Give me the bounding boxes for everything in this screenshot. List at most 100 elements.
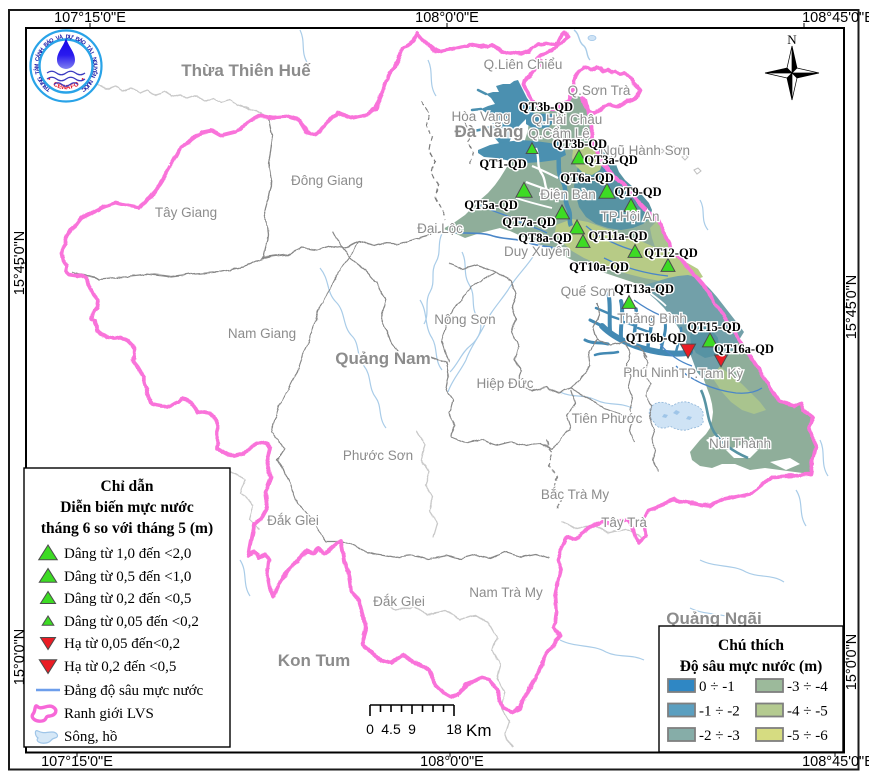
svg-text:O: O	[73, 81, 81, 90]
svg-text:QT9-QD: QT9-QD	[614, 185, 661, 199]
svg-text:Hạ từ 0,2 đến <0,5: Hạ từ 0,2 đến <0,5	[64, 659, 176, 675]
svg-text:Quảng Nam: Quảng Nam	[335, 349, 430, 368]
svg-text:G: G	[37, 75, 44, 82]
svg-text:QT12-QD: QT12-QD	[644, 246, 697, 260]
svg-text:-5 ÷ -6: -5 ÷ -6	[787, 728, 828, 744]
svg-text:QT13a-QD: QT13a-QD	[614, 282, 674, 296]
svg-text:-3 ÷ -4: -3 ÷ -4	[787, 679, 828, 695]
svg-text:Nam Trà My: Nam Trà My	[469, 585, 543, 600]
svg-text:Điện Bàn: Điện Bàn	[540, 187, 596, 202]
svg-text:V: V	[55, 35, 61, 42]
svg-text:Â: Â	[33, 67, 40, 72]
svg-text:-4 ÷ -5: -4 ÷ -5	[787, 704, 828, 720]
svg-text:Hòa Vang: Hòa Vang	[451, 109, 510, 124]
svg-text:Chú thích: Chú thích	[718, 637, 784, 654]
svg-text:Sông, hồ: Sông, hồ	[64, 729, 117, 745]
svg-text:Q.Cẩm Lệ: Q.Cẩm Lệ	[528, 126, 590, 141]
svg-text:Hiệp Đức: Hiệp Đức	[476, 376, 533, 391]
svg-text:•: •	[80, 76, 87, 83]
svg-text:Đắk Glei: Đắk Glei	[373, 594, 425, 609]
svg-text:Duy Xuyên: Duy Xuyên	[504, 244, 570, 259]
svg-text:9: 9	[408, 721, 416, 737]
svg-text:Đông Giang: Đông Giang	[291, 173, 363, 188]
svg-text:Y: Y	[91, 67, 97, 72]
svg-text:Quảng Ngãi: Quảng Ngãi	[666, 609, 761, 628]
svg-text:Hạ từ 0,05 đến<0,2: Hạ từ 0,05 đến<0,2	[64, 636, 180, 652]
svg-text:QT8a-QD: QT8a-QD	[518, 231, 571, 245]
svg-text:15°0'0"N: 15°0'0"N	[844, 634, 860, 690]
svg-text:C: C	[80, 85, 87, 92]
svg-text:R: R	[43, 83, 50, 90]
svg-text:QT3a-QD: QT3a-QD	[584, 153, 637, 167]
svg-text:N: N	[787, 32, 797, 47]
svg-text:Dâng từ 0,05 đến <0,2: Dâng từ 0,05 đến <0,2	[64, 614, 199, 630]
svg-text:Ranh giới LVS: Ranh giới LVS	[64, 706, 154, 722]
svg-text:Bắc Trà My: Bắc Trà My	[541, 487, 610, 502]
svg-text:Diễn biến mực nước: Diễn biến mực nước	[60, 499, 194, 516]
svg-text:I: I	[88, 51, 94, 55]
svg-text:Tây Trà: Tây Trà	[601, 515, 647, 530]
svg-text:QT15-QD: QT15-QD	[687, 320, 740, 334]
svg-text:Q.Liên Chiểu: Q.Liên Chiểu	[484, 57, 563, 72]
svg-text:Đà Nẵng: Đà Nẵng	[455, 121, 524, 141]
svg-text:4.5: 4.5	[381, 721, 401, 737]
svg-text:QT11a-QD: QT11a-QD	[588, 229, 647, 243]
svg-text:Chỉ dẫn: Chỉ dẫn	[101, 478, 154, 495]
svg-text:F: F	[70, 83, 76, 91]
svg-text:QT5a-QD: QT5a-QD	[464, 198, 517, 212]
svg-text:T: T	[45, 85, 52, 92]
svg-text:QT6a-QD: QT6a-QD	[560, 171, 613, 185]
svg-text:N: N	[38, 78, 45, 85]
svg-text:Ự: Ự	[68, 34, 74, 41]
svg-text:À: À	[58, 34, 63, 42]
svg-text:Dâng từ 0,2 đến <0,5: Dâng từ 0,2 đến <0,5	[64, 591, 191, 607]
svg-text:C: C	[35, 57, 42, 62]
svg-text:Đại Lộc: Đại Lộc	[417, 221, 463, 236]
svg-text:Kon Tum: Kon Tum	[278, 651, 350, 670]
svg-text:C: C	[52, 81, 60, 90]
svg-text:W: W	[60, 84, 68, 92]
svg-text:Ả: Ả	[35, 53, 43, 59]
svg-text:15°45'0"N: 15°45'0"N	[12, 231, 28, 296]
svg-text:QT3b-QD: QT3b-QD	[553, 137, 607, 151]
svg-text:O: O	[80, 39, 88, 47]
svg-text:H: H	[39, 47, 46, 54]
svg-text:QT10a-QD: QT10a-QD	[569, 260, 629, 274]
svg-text:Quế Sơn: Quế Sơn	[561, 284, 616, 299]
svg-text:QT7a-QD: QT7a-QD	[502, 215, 555, 229]
svg-text:M: M	[34, 63, 40, 68]
svg-text:N: N	[89, 73, 96, 79]
svg-text:O: O	[48, 37, 55, 45]
svg-text:-1 ÷ -2: -1 ÷ -2	[699, 704, 740, 720]
svg-text:Độ sâu mực nước (m): Độ sâu mực nước (m)	[680, 658, 823, 675]
svg-text:Tiên Phước: Tiên Phước	[572, 411, 643, 426]
svg-text:Thừa Thiên Huế: Thừa Thiên Huế	[181, 61, 311, 80]
svg-text:T: T	[84, 44, 91, 51]
svg-text:Đẳng độ sâu mực nước: Đẳng độ sâu mực nước	[64, 683, 204, 699]
svg-text:À: À	[86, 46, 94, 53]
svg-text:QT16b-QD: QT16b-QD	[626, 331, 686, 345]
svg-text:108°0'0"E: 108°0'0"E	[420, 754, 484, 770]
svg-text:D: D	[65, 34, 69, 40]
svg-text:Q.Sơn Trà: Q.Sơn Trà	[568, 83, 631, 98]
svg-text:U: U	[92, 64, 98, 68]
svg-text:Tây Giang: Tây Giang	[155, 205, 217, 220]
svg-text:E: E	[56, 83, 63, 91]
svg-text:Km: Km	[466, 721, 492, 740]
svg-text:U: U	[40, 81, 47, 88]
svg-text:Dâng từ 1,0 đến <2,0: Dâng từ 1,0 đến <2,0	[64, 546, 191, 562]
svg-text:Phước Sơn: Phước Sơn	[343, 448, 413, 463]
svg-text:Á: Á	[45, 39, 52, 47]
svg-text:Thăng Bình: Thăng Bình	[617, 311, 687, 326]
svg-text:Nam Giang: Nam Giang	[228, 326, 296, 341]
svg-text:G: G	[91, 60, 97, 65]
svg-text:107°15'0"E: 107°15'0"E	[41, 754, 113, 770]
svg-text:B: B	[74, 36, 80, 43]
svg-text:108°0'0"E: 108°0'0"E	[415, 10, 479, 26]
svg-text:Á: Á	[77, 37, 84, 45]
svg-text:Phú Ninh: Phú Ninh	[623, 365, 679, 380]
svg-text:Nông Sơn: Nông Sơn	[434, 312, 495, 327]
svg-text:Ngũ Hành Sơn: Ngũ Hành Sơn	[600, 143, 690, 158]
svg-text:Núi Thành: Núi Thành	[709, 436, 771, 451]
svg-text:T: T	[35, 70, 42, 75]
